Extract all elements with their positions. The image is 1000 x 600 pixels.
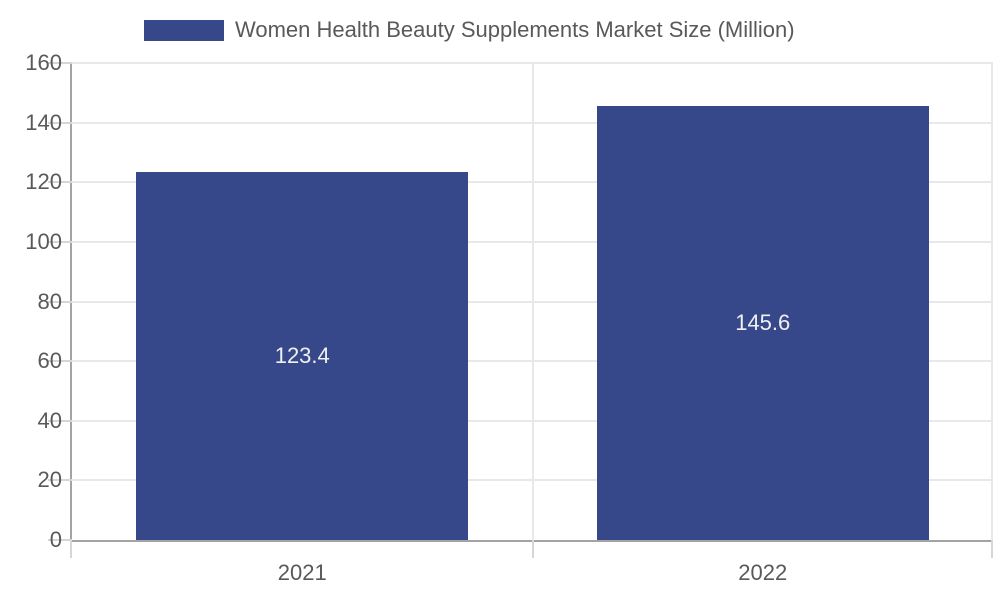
y-tick-mark [48,419,72,422]
y-tick-label: 40 [37,407,62,433]
y-tick-label: 140 [25,109,62,135]
y-tick-label: 120 [25,169,62,195]
y-tick-mark [48,539,72,541]
y-tick-mark [48,62,72,64]
y-tick-label: 100 [25,228,62,254]
legend-swatch [144,19,224,41]
x-tick-mark [531,540,534,558]
y-tick-mark [48,240,72,243]
y-tick-mark [48,360,72,363]
x-tick-mark [991,540,993,558]
y-tick-mark [48,479,72,482]
plot-area: 0 20 40 60 80 100 120 140 160 123.4 2021 145.6 2022 [25,50,993,585]
x-tick-mark [70,540,72,558]
y-tick-label: 160 [25,50,62,75]
y-tick-label: 80 [37,288,62,314]
y-tick-mark [48,121,72,124]
bar-value-label: 123.4 [274,343,330,369]
x-tick-label: 2021 [277,560,327,585]
legend-label: Women Health Beauty Supplements Market S… [235,17,795,42]
bar-value-label: 145.6 [735,309,791,335]
bar: 145.6 [596,105,929,540]
x-gridline [991,63,993,540]
bar: 123.4 [136,172,469,540]
y-tick-label: 0 [49,527,62,552]
y-tick-mark [48,300,72,303]
x-tick-label: 2022 [738,560,788,585]
legend: Women Health Beauty Supplements Market S… [144,17,795,43]
y-tick-mark [48,181,72,184]
y-tick-label: 20 [37,467,62,493]
y-tick-label: 60 [37,348,62,374]
x-gridline [531,63,534,540]
